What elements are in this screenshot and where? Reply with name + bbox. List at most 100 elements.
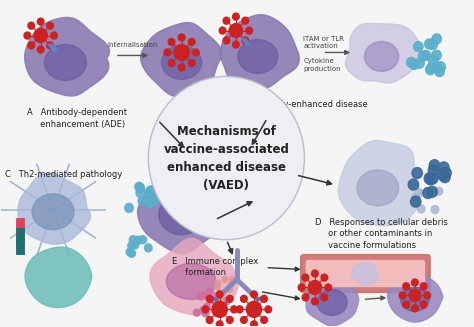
Circle shape — [202, 310, 209, 317]
Ellipse shape — [357, 170, 399, 206]
Text: Internalisation: Internalisation — [108, 43, 158, 48]
Polygon shape — [137, 165, 226, 254]
Circle shape — [436, 62, 446, 72]
Circle shape — [219, 27, 226, 34]
Circle shape — [403, 283, 410, 290]
Circle shape — [145, 198, 153, 207]
Circle shape — [425, 174, 436, 185]
Circle shape — [399, 292, 406, 299]
Circle shape — [435, 67, 444, 77]
Ellipse shape — [317, 289, 347, 315]
Circle shape — [150, 196, 159, 205]
Circle shape — [125, 203, 133, 213]
Circle shape — [411, 279, 418, 286]
Circle shape — [427, 186, 438, 197]
Circle shape — [412, 167, 422, 179]
Text: Mechanisms of
vaccine-associated
enhanced disease
(VAED): Mechanisms of vaccine-associated enhance… — [164, 125, 289, 192]
Circle shape — [145, 188, 154, 197]
Circle shape — [410, 60, 419, 69]
Circle shape — [24, 32, 31, 39]
Circle shape — [242, 17, 249, 24]
Circle shape — [428, 173, 438, 184]
Circle shape — [311, 270, 318, 277]
Circle shape — [242, 37, 249, 44]
Circle shape — [47, 22, 54, 29]
Circle shape — [135, 182, 144, 191]
Circle shape — [215, 284, 220, 290]
Text: D   Responses to cellular debris
     or other contaminants in
     vaccine form: D Responses to cellular debris or other … — [315, 218, 448, 250]
Circle shape — [222, 298, 229, 304]
Circle shape — [213, 293, 220, 300]
Circle shape — [298, 284, 305, 291]
Circle shape — [138, 197, 146, 205]
Circle shape — [261, 295, 267, 302]
Circle shape — [432, 63, 442, 73]
Circle shape — [415, 189, 423, 197]
Ellipse shape — [365, 42, 399, 71]
Circle shape — [136, 184, 145, 193]
Circle shape — [421, 50, 431, 60]
Circle shape — [237, 306, 243, 313]
Circle shape — [415, 58, 424, 68]
Circle shape — [411, 305, 418, 312]
Circle shape — [139, 236, 146, 244]
Circle shape — [420, 283, 427, 290]
Circle shape — [407, 57, 416, 67]
Polygon shape — [306, 272, 359, 326]
Text: ITAM or TLR
activation: ITAM or TLR activation — [303, 36, 345, 49]
Circle shape — [420, 301, 427, 308]
Circle shape — [217, 291, 223, 298]
Circle shape — [428, 165, 439, 176]
Circle shape — [417, 205, 425, 213]
Circle shape — [410, 196, 421, 207]
Circle shape — [428, 56, 438, 66]
Circle shape — [200, 307, 206, 314]
Ellipse shape — [238, 40, 278, 73]
Circle shape — [261, 317, 267, 323]
Ellipse shape — [401, 287, 429, 311]
Circle shape — [34, 28, 47, 43]
Circle shape — [145, 244, 152, 252]
Polygon shape — [25, 17, 109, 96]
Circle shape — [201, 292, 208, 299]
Circle shape — [148, 77, 304, 240]
Circle shape — [426, 65, 435, 75]
Circle shape — [233, 41, 239, 48]
Circle shape — [207, 297, 214, 303]
Circle shape — [441, 167, 451, 178]
Circle shape — [427, 63, 437, 73]
Circle shape — [188, 39, 195, 45]
Polygon shape — [150, 238, 238, 315]
Circle shape — [216, 291, 223, 298]
Circle shape — [168, 60, 175, 66]
Circle shape — [135, 236, 142, 244]
Circle shape — [198, 293, 204, 300]
Circle shape — [412, 194, 419, 201]
Circle shape — [251, 291, 257, 298]
Circle shape — [229, 24, 243, 38]
Circle shape — [302, 274, 309, 281]
Ellipse shape — [32, 194, 74, 230]
Circle shape — [178, 34, 185, 41]
Circle shape — [321, 274, 328, 281]
Circle shape — [431, 206, 439, 214]
Circle shape — [240, 317, 247, 323]
FancyBboxPatch shape — [306, 261, 424, 286]
Circle shape — [227, 317, 233, 323]
Circle shape — [168, 39, 175, 45]
Circle shape — [246, 27, 253, 34]
Circle shape — [206, 295, 213, 302]
Circle shape — [223, 17, 230, 24]
Circle shape — [428, 40, 438, 49]
Circle shape — [432, 50, 441, 60]
Polygon shape — [388, 274, 443, 322]
Circle shape — [435, 187, 443, 195]
Circle shape — [265, 306, 272, 313]
Circle shape — [325, 284, 332, 291]
Circle shape — [51, 32, 57, 39]
Polygon shape — [346, 24, 421, 83]
Circle shape — [129, 236, 137, 244]
Polygon shape — [25, 247, 92, 307]
Circle shape — [308, 281, 321, 294]
Circle shape — [219, 296, 224, 302]
